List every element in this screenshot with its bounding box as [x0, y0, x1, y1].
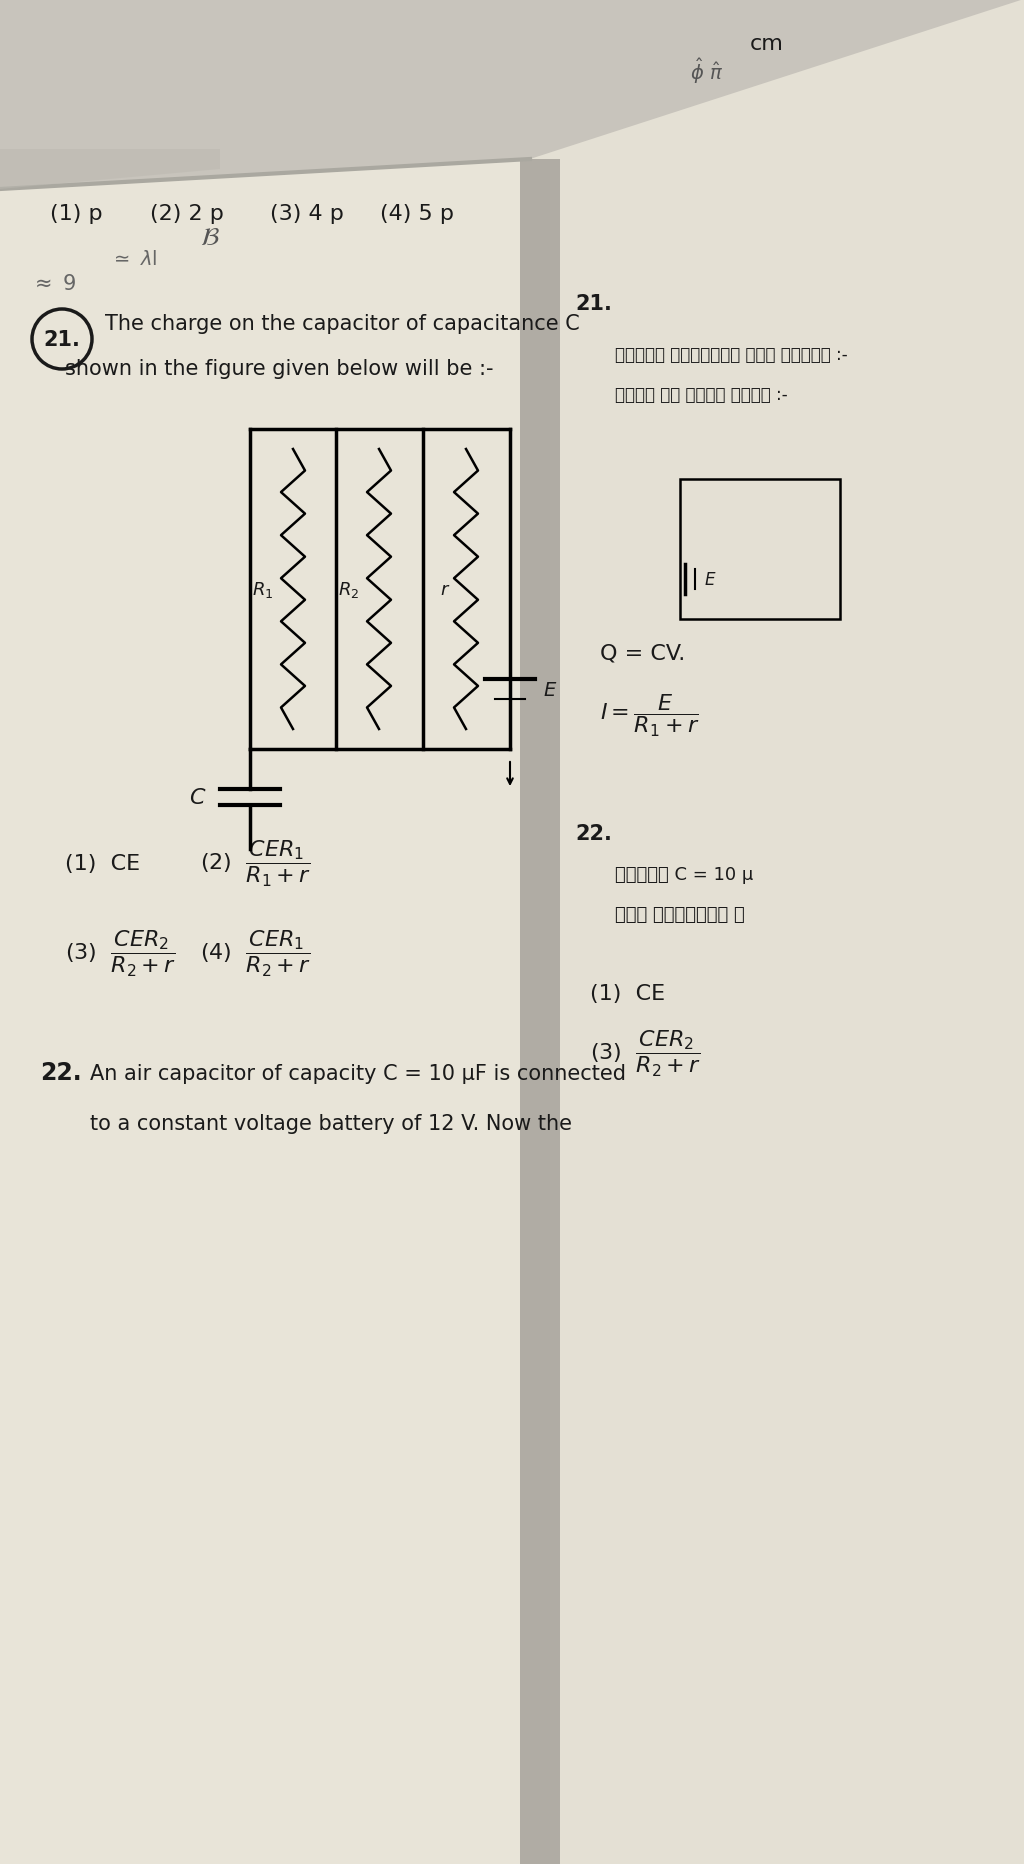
Text: (3)  $\dfrac{CER_2}{R_2 + r}$: (3) $\dfrac{CER_2}{R_2 + r}$: [590, 1029, 701, 1077]
Text: 22.: 22.: [40, 1061, 82, 1085]
Text: फिर जलसत्ता अ: फिर जलसत्ता अ: [615, 906, 744, 923]
Text: cm: cm: [750, 34, 784, 54]
Text: (4)  $\dfrac{CER_1}{R_2 + r}$: (4) $\dfrac{CER_1}{R_2 + r}$: [200, 928, 311, 979]
Text: 21.: 21.: [44, 330, 81, 350]
Polygon shape: [0, 160, 530, 1864]
Polygon shape: [0, 149, 220, 190]
Text: $\mathcal{B}$: $\mathcal{B}$: [200, 226, 220, 250]
Polygon shape: [520, 160, 560, 1864]
Text: (1) p: (1) p: [50, 203, 102, 224]
Text: एगिता C = 10 μ: एगिता C = 10 μ: [615, 865, 754, 884]
Text: आंके की माता हौनी :-: आंके की माता हौनी :-: [615, 386, 787, 404]
Text: (1)  CE: (1) CE: [65, 854, 140, 874]
Text: (2) 2 p: (2) 2 p: [150, 203, 224, 224]
Text: shown in the figure given below will be :-: shown in the figure given below will be …: [65, 358, 494, 378]
Text: to a constant voltage battery of 12 V. Now the: to a constant voltage battery of 12 V. N…: [90, 1113, 572, 1133]
Text: (3) 4 p: (3) 4 p: [270, 203, 344, 224]
Text: The charge on the capacitor of capacitance C: The charge on the capacitor of capacitan…: [105, 313, 580, 334]
Text: C: C: [189, 788, 205, 807]
Text: $R_1$: $R_1$: [252, 580, 273, 600]
Text: $\simeq$ $\lambda$l: $\simeq$ $\lambda$l: [110, 250, 158, 268]
Polygon shape: [530, 0, 1024, 1864]
Text: (2)  $\dfrac{CER_1}{R_1 + r}$: (2) $\dfrac{CER_1}{R_1 + r}$: [200, 839, 311, 889]
Text: $R_2$: $R_2$: [338, 580, 359, 600]
Text: 22.: 22.: [575, 824, 612, 844]
Text: वित्त विस्तृत में बिकाश :-: वित्त विस्तृत में बिकाश :-: [615, 347, 848, 363]
Text: E: E: [543, 680, 555, 699]
Text: (3)  $\dfrac{CER_2}{R_2 + r}$: (3) $\dfrac{CER_2}{R_2 + r}$: [65, 928, 176, 979]
Text: $I = \dfrac{E}{R_1 + r}$: $I = \dfrac{E}{R_1 + r}$: [600, 692, 699, 738]
Text: 21.: 21.: [575, 295, 612, 313]
Text: E: E: [705, 570, 716, 589]
Text: r: r: [440, 582, 449, 598]
Text: $\approx$ 9: $\approx$ 9: [30, 274, 76, 295]
Bar: [680, 479, 840, 619]
Text: $\hat{\phi}$ $\hat{\pi}$: $\hat{\phi}$ $\hat{\pi}$: [690, 56, 723, 86]
Text: (4) 5 p: (4) 5 p: [380, 203, 454, 224]
Text: Q = CV.: Q = CV.: [600, 643, 685, 664]
Text: An air capacitor of capacity C = 10 μF is connected: An air capacitor of capacity C = 10 μF i…: [90, 1064, 626, 1083]
Text: (1)  CE: (1) CE: [590, 984, 666, 1003]
